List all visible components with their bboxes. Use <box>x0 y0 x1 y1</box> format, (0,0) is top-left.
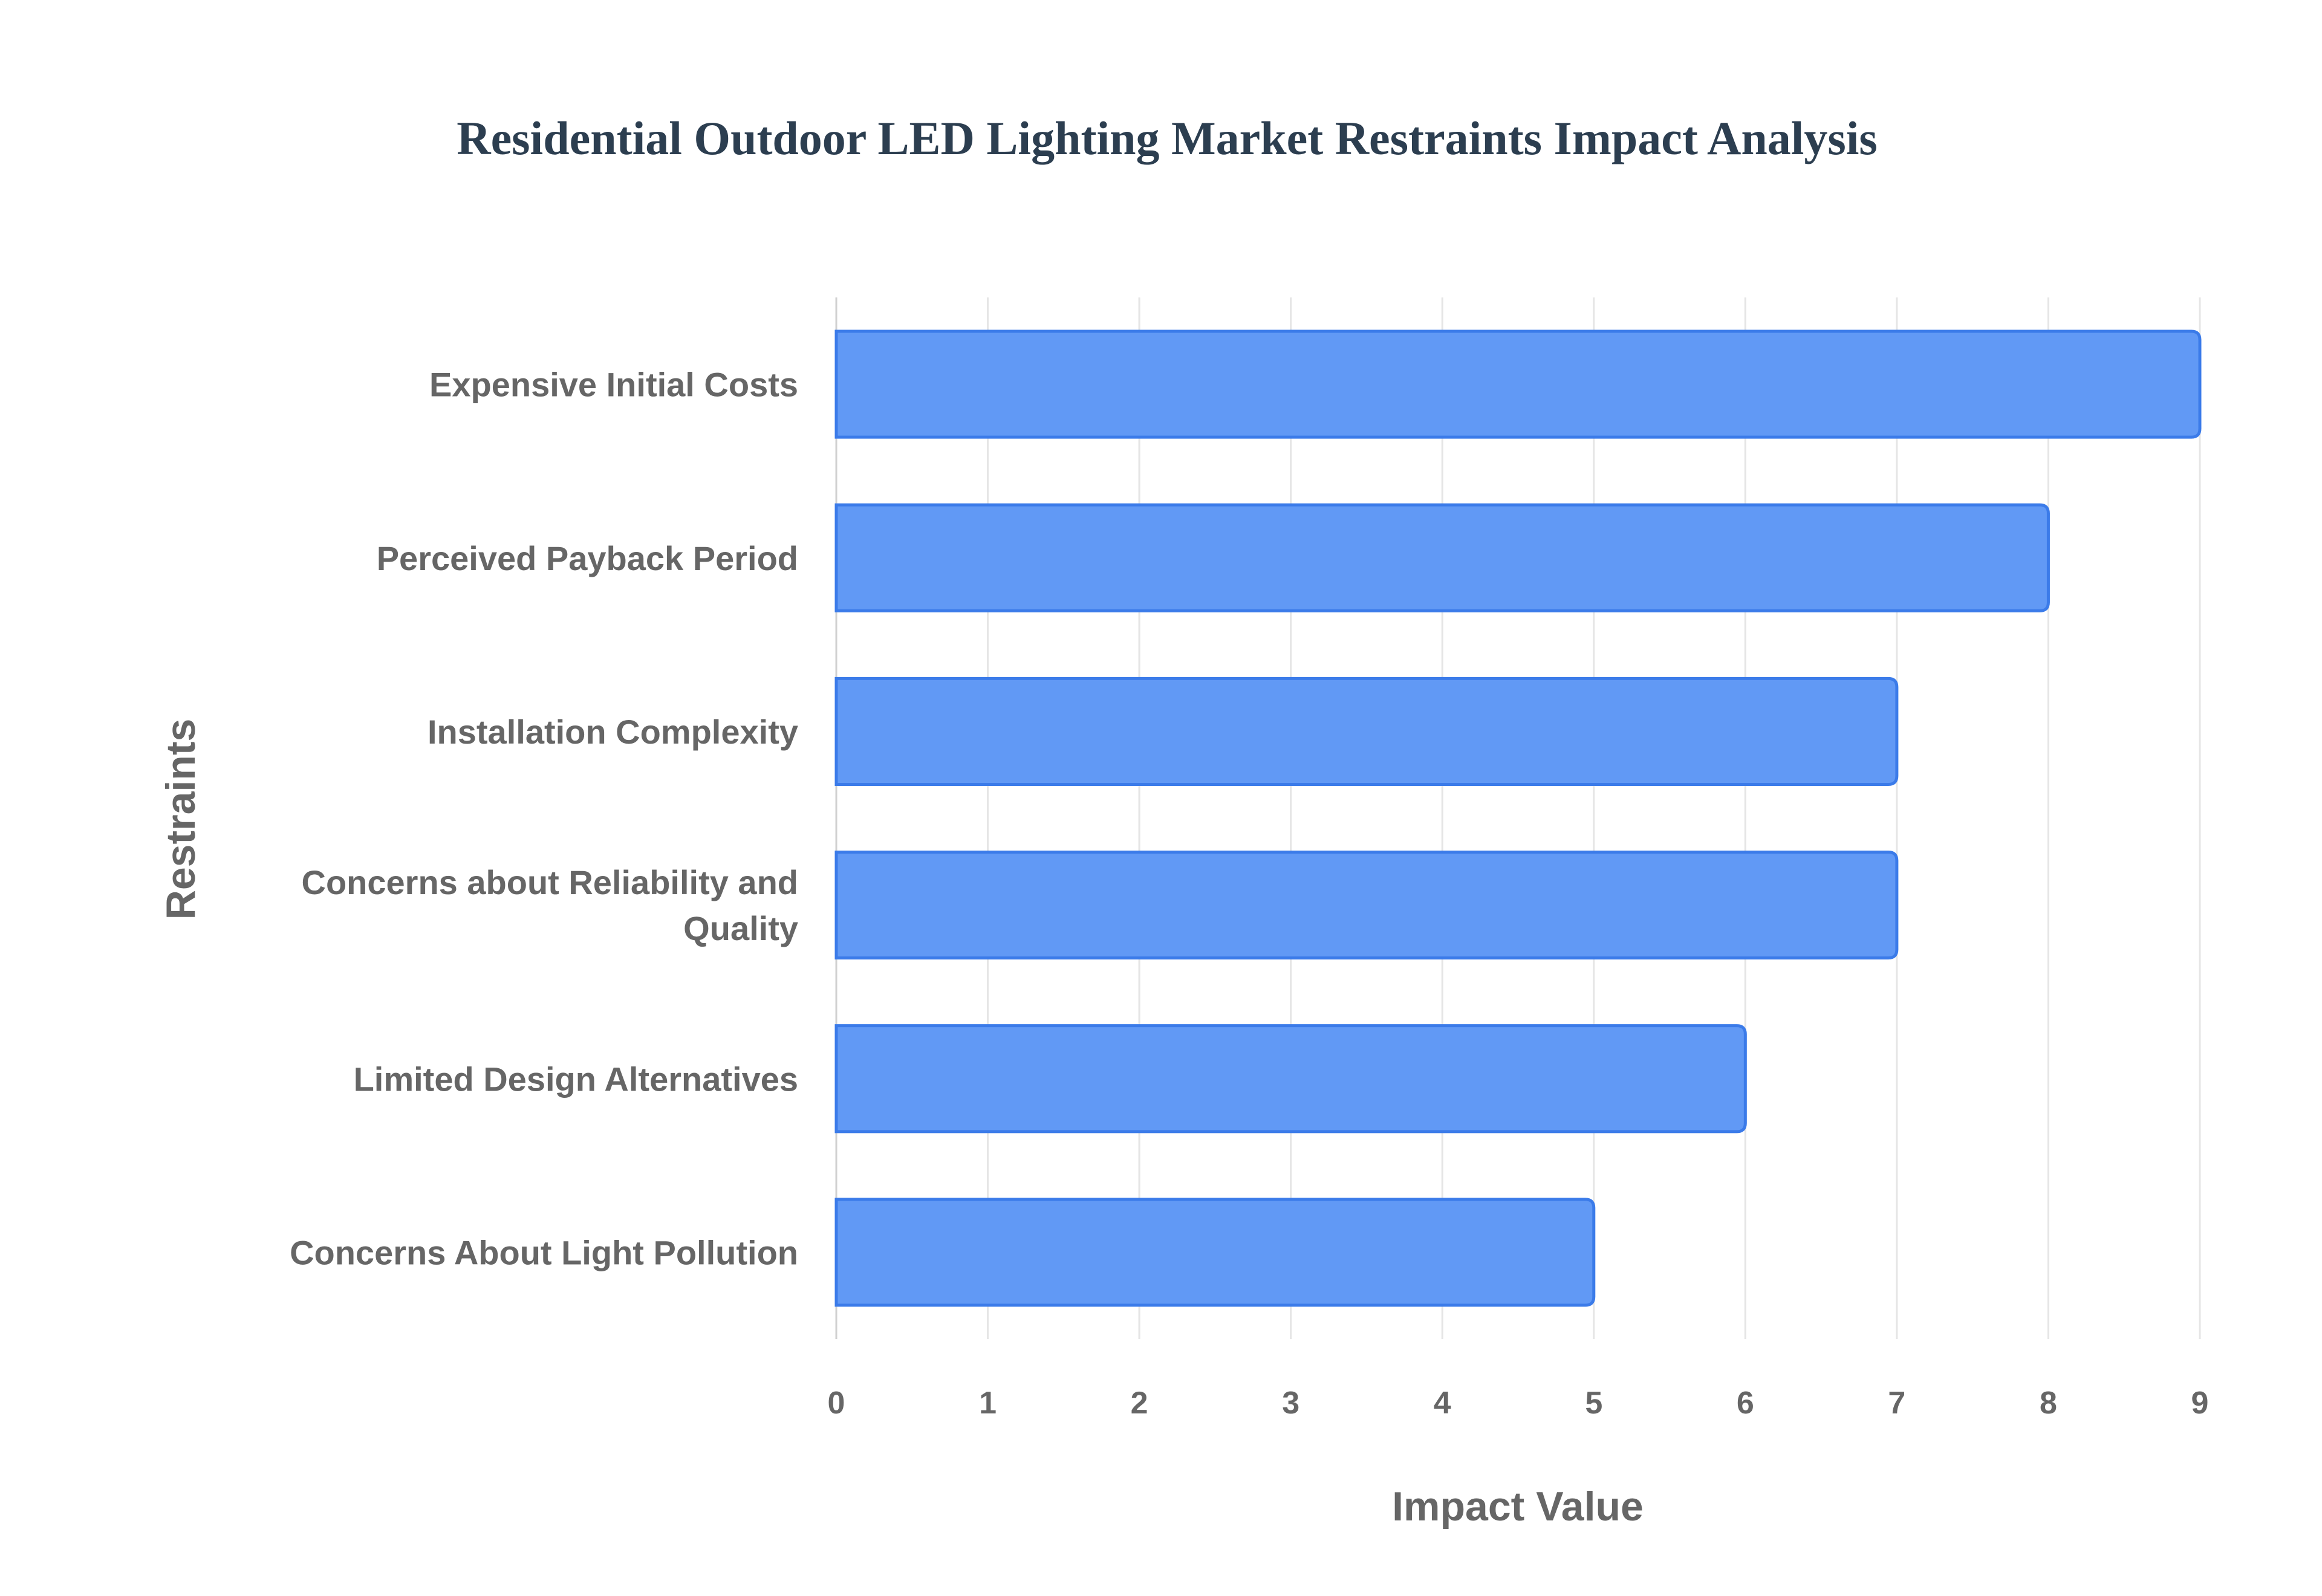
x-tick-labels: 0 1 2 3 4 5 6 7 8 9 <box>828 1386 2209 1421</box>
category-label: Limited Design Alternatives <box>354 1060 798 1098</box>
x-tick-label: 2 <box>1131 1386 1148 1421</box>
x-tick-label: 5 <box>1585 1386 1602 1421</box>
category-label: Installation Complexity <box>428 713 798 751</box>
bars <box>834 329 2202 1307</box>
category-label: Concerns About Light Pollution <box>290 1233 798 1271</box>
x-tick-label: 9 <box>2191 1386 2209 1421</box>
x-tick-label: 1 <box>979 1386 997 1421</box>
x-tick-label: 6 <box>1737 1386 1754 1421</box>
x-tick-label: 0 <box>828 1386 845 1421</box>
category-labels: Expensive Initial Costs Perceived Payback… <box>290 366 798 1272</box>
gridlines <box>835 297 2201 1339</box>
category-label: Concerns about Reliability and <box>302 863 798 901</box>
category-label: Quality <box>683 909 798 947</box>
x-tick-label: 3 <box>1282 1386 1299 1421</box>
chart-title: Residential Outdoor LED Lighting Market … <box>457 112 1878 164</box>
bar <box>834 1024 1747 1134</box>
bar <box>834 851 1899 960</box>
bar <box>834 329 2202 439</box>
x-tick-label: 7 <box>1888 1386 1905 1421</box>
y-axis-title: Restraints <box>158 719 204 920</box>
x-axis-title: Impact Value <box>1392 1484 1644 1529</box>
x-tick-label: 8 <box>2040 1386 2057 1421</box>
category-label: Expensive Initial Costs <box>429 366 798 404</box>
bar <box>834 676 1899 786</box>
bar <box>834 503 2050 612</box>
bar <box>834 1198 1596 1307</box>
x-tick-label: 4 <box>1434 1386 1451 1421</box>
category-label: Perceived Payback Period <box>377 539 798 577</box>
